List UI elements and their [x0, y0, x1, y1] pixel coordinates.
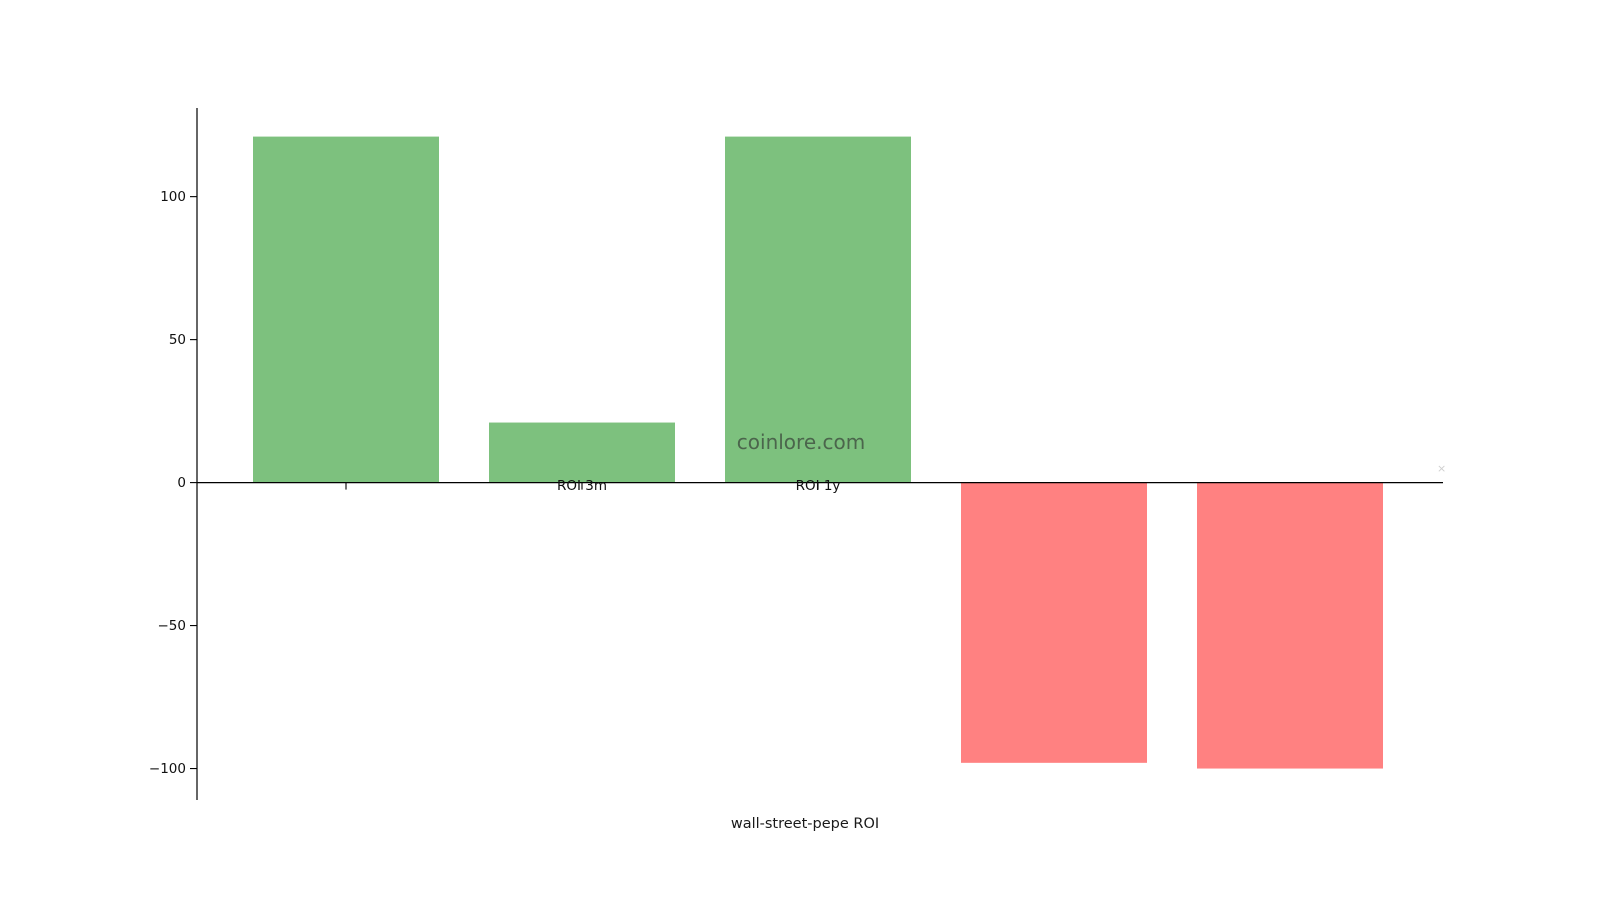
bar [961, 482, 1147, 763]
bar [489, 422, 675, 483]
y-tick-label: −50 [158, 618, 187, 634]
x-tick-label: ROI 3m [557, 478, 607, 494]
bar [1197, 482, 1383, 769]
bar [253, 136, 439, 483]
bar [725, 136, 911, 483]
x-tick-label: ROI 1y [796, 478, 841, 494]
y-tick-label: −100 [149, 761, 186, 777]
watermark: coinlore.com [736, 430, 866, 454]
y-tick-label: 50 [169, 332, 186, 348]
y-tick-label: 0 [177, 475, 186, 491]
axis-end-artifact: × [1437, 462, 1447, 475]
y-tick-label: 100 [160, 189, 186, 205]
x-axis-title: wall-street-pepe ROI [730, 816, 880, 832]
